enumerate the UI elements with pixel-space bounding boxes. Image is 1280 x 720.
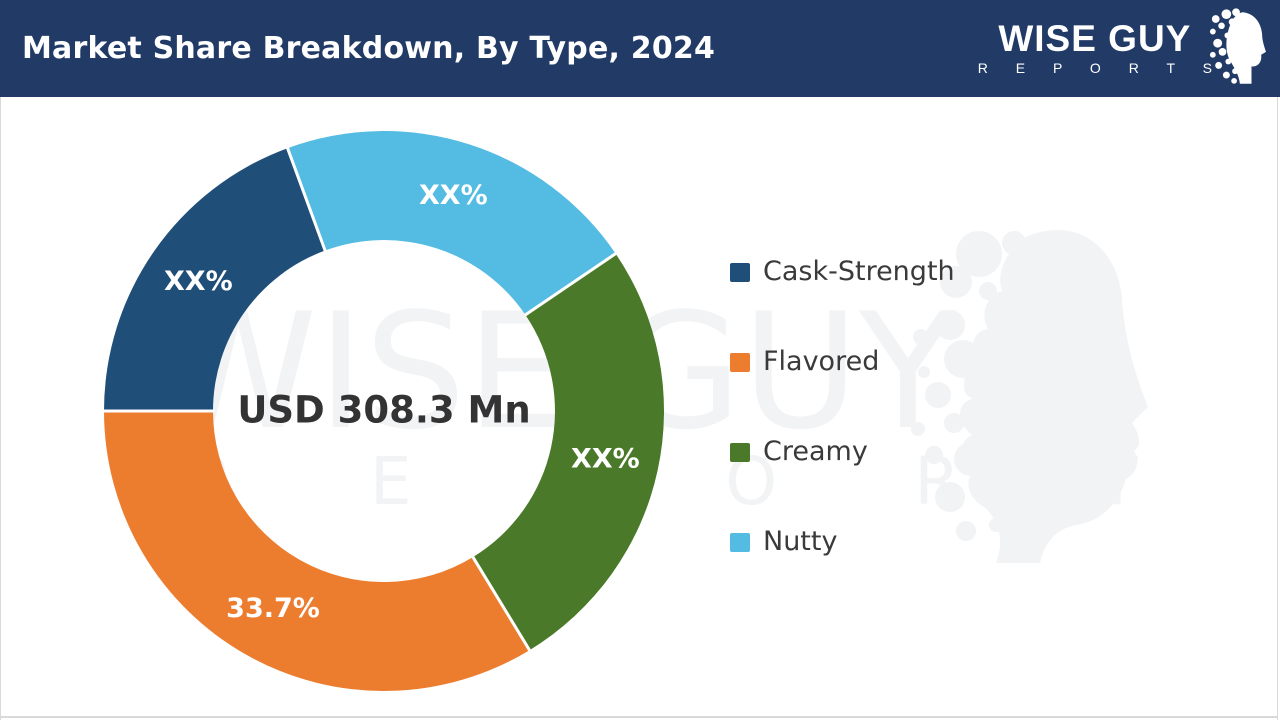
legend-label: Cask-Strength [763,256,955,287]
header-bar: Market Share Breakdown, By Type, 2024 WI… [0,0,1280,97]
logo-wordmark: WISE GUY [998,18,1192,60]
legend-swatch-cask-strength [730,262,750,282]
donut-segment-nutty [287,131,616,315]
legend-swatch-nutty [730,532,750,552]
donut-segment-flavored [104,411,530,691]
chart-legend: Cask-Strength Flavored Creamy Nutty [730,257,955,617]
legend-item-nutty: Nutty [730,527,955,557]
segment-gap [523,251,618,317]
segment-gap [285,146,327,252]
segment-label-cask-strength: XX% [164,266,233,297]
logo-head-icon [1209,8,1266,84]
chart-area: WISE GUY R E P O R T S XX% XX% XX% 33.7% US… [0,97,1278,720]
legend-label: Flavored [763,346,880,377]
segment-label-nutty: XX% [419,180,488,211]
legend-item-creamy: Creamy [730,437,955,467]
legend-item-cask-strength: Cask-Strength [730,257,955,287]
segment-label-flavored: 33.7% [226,593,320,624]
legend-label: Nutty [763,526,838,557]
legend-item-flavored: Flavored [730,347,955,377]
donut-segment-cask-strength [104,148,326,411]
donut-chart: XX% XX% XX% 33.7% [103,131,665,691]
legend-swatch-creamy [730,442,750,462]
page-title: Market Share Breakdown, By Type, 2024 [22,31,716,66]
legend-swatch-flavored [730,352,750,372]
brand-logo-text: WISE GUY R E P O R T S [978,18,1212,76]
donut-segment-creamy [472,253,665,651]
donut-center-value: USD 308.3 Mn [237,388,531,432]
legend-label: Creamy [763,436,868,467]
brand-logo: WISE GUY R E P O R T S [978,7,1266,89]
segment-gap [471,555,532,652]
bottom-divider [1,716,1277,718]
segment-label-creamy: XX% [571,444,640,475]
logo-subtext: R E P O R T S [977,59,1224,76]
